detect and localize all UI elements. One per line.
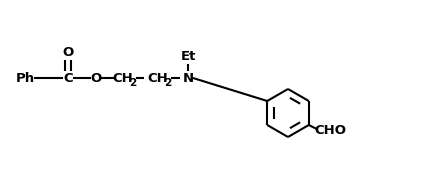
Text: C: C (63, 71, 73, 84)
Text: Et: Et (180, 50, 196, 63)
Text: N: N (182, 71, 193, 84)
Text: CHO: CHO (315, 125, 347, 138)
Text: 2: 2 (164, 78, 172, 88)
Text: CH: CH (148, 71, 168, 84)
Text: O: O (91, 71, 102, 84)
Text: CH: CH (113, 71, 133, 84)
Text: O: O (62, 45, 74, 58)
Text: 2: 2 (130, 78, 136, 88)
Text: Ph: Ph (15, 71, 35, 84)
